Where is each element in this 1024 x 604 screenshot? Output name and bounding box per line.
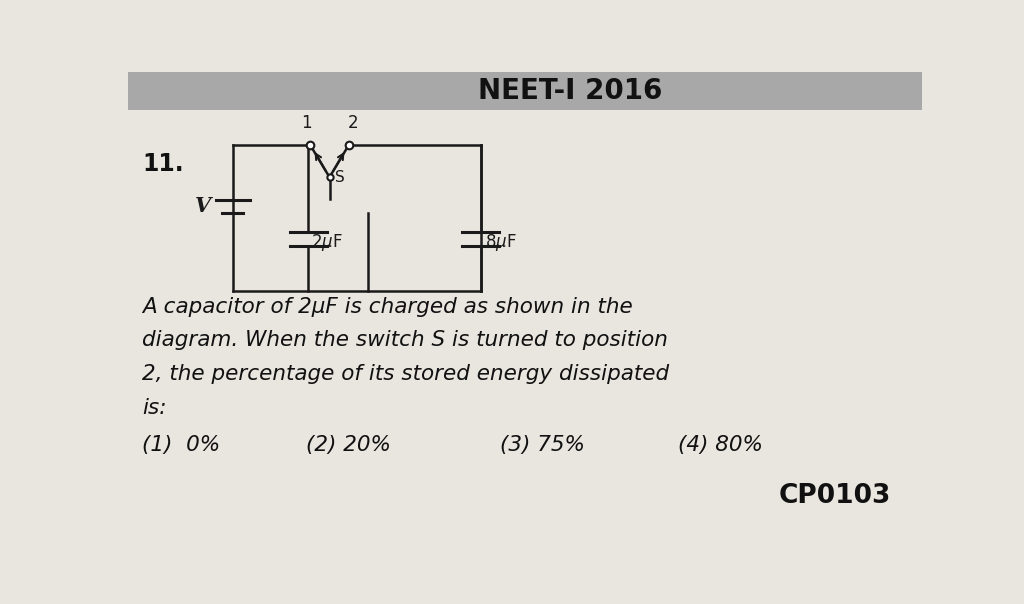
Text: (3) 75%: (3) 75% xyxy=(500,435,585,455)
Text: 2$\mu$F: 2$\mu$F xyxy=(311,232,343,253)
Text: (2) 20%: (2) 20% xyxy=(306,435,391,455)
Text: V: V xyxy=(195,196,211,216)
Text: CP0103: CP0103 xyxy=(779,483,891,509)
Text: is:: is: xyxy=(142,398,167,418)
Text: diagram. When the switch S is turned to position: diagram. When the switch S is turned to … xyxy=(142,330,668,350)
Text: 2: 2 xyxy=(347,114,358,132)
Text: A capacitor of 2μF is charged as shown in the: A capacitor of 2μF is charged as shown i… xyxy=(142,297,633,316)
Bar xyxy=(128,72,922,110)
Text: 2, the percentage of its stored energy dissipated: 2, the percentage of its stored energy d… xyxy=(142,364,669,384)
Text: 11.: 11. xyxy=(142,152,183,176)
Text: 8$\mu$F: 8$\mu$F xyxy=(485,232,517,253)
Text: NEET-I 2016: NEET-I 2016 xyxy=(477,77,662,105)
Text: (1)  0%: (1) 0% xyxy=(142,435,220,455)
Text: S: S xyxy=(335,170,345,185)
Text: (4) 80%: (4) 80% xyxy=(678,435,763,455)
Text: 1: 1 xyxy=(301,114,311,132)
